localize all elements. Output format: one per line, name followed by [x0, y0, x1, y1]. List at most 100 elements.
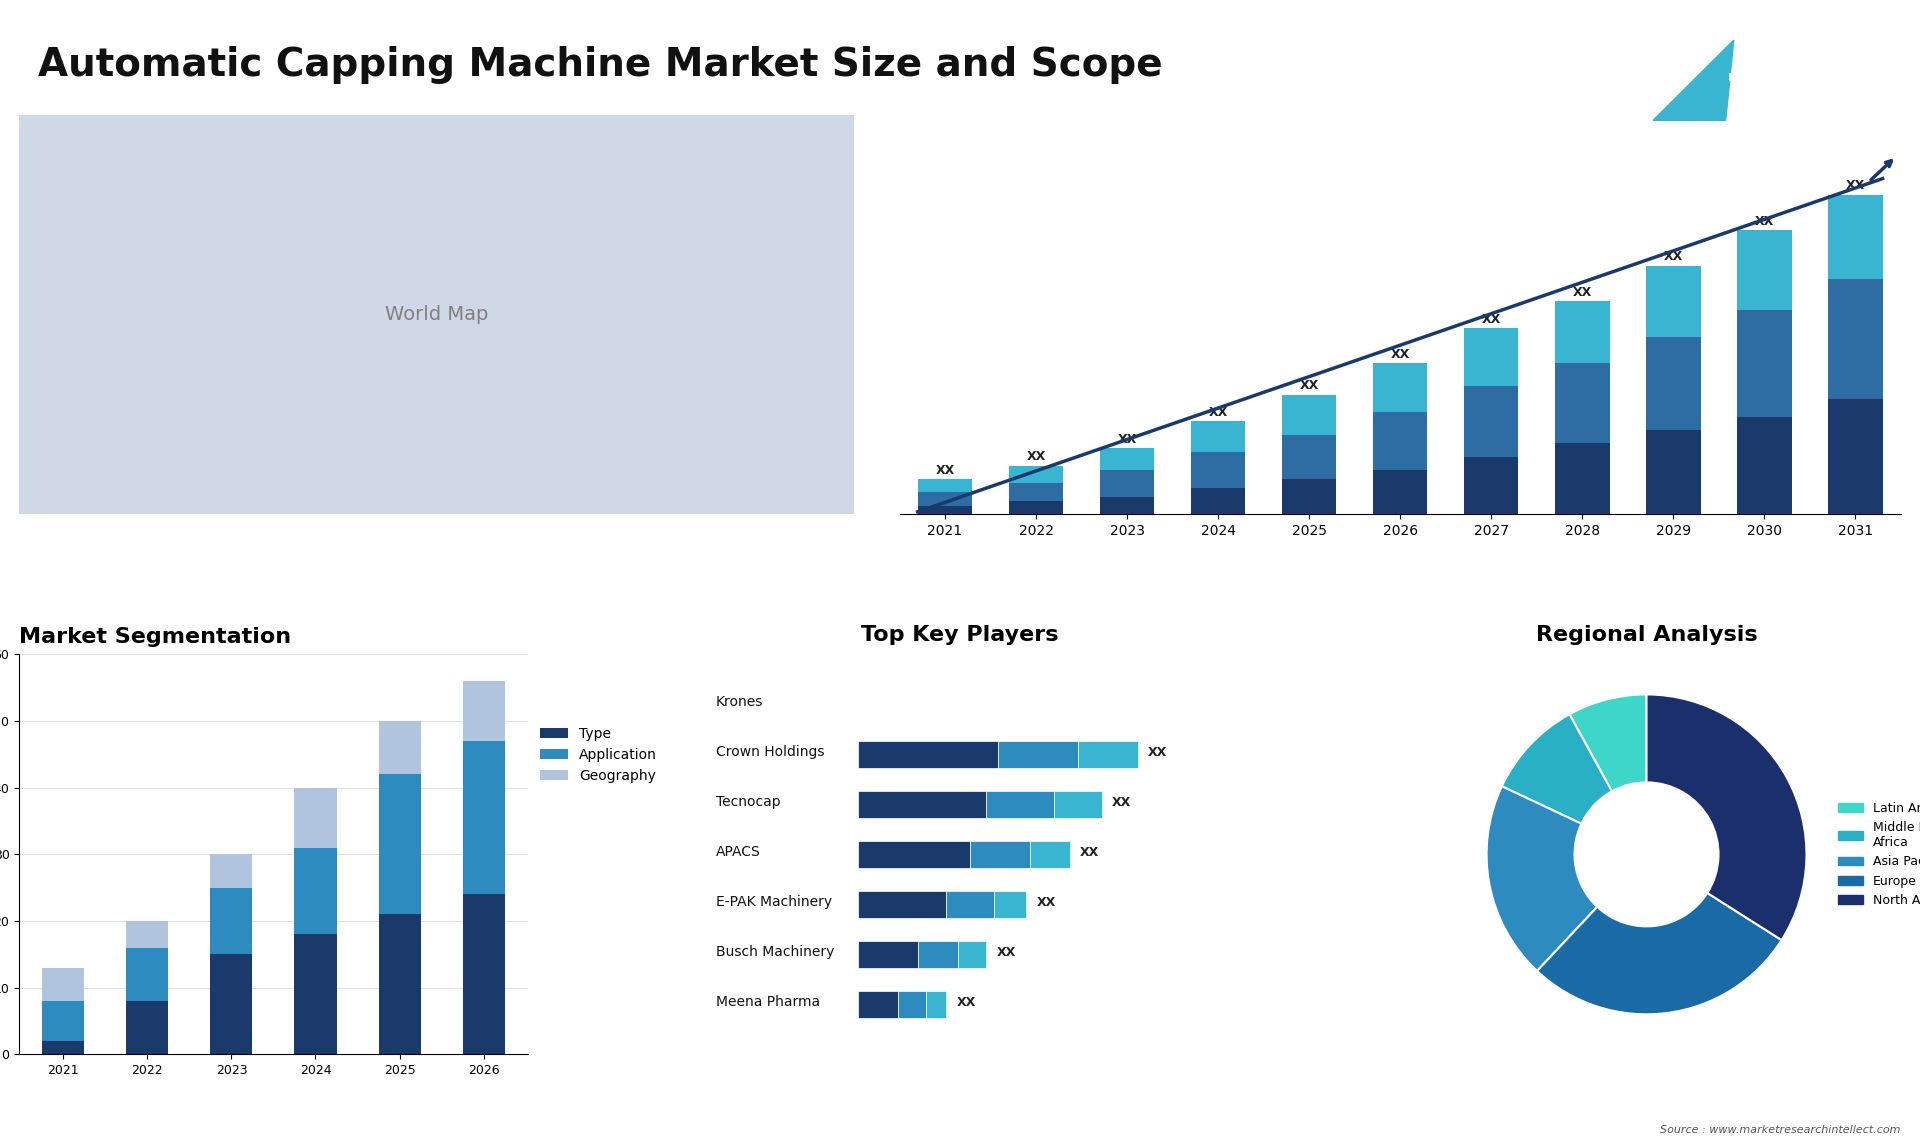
Wedge shape: [1647, 694, 1807, 940]
Bar: [1645, 266, 1701, 337]
Bar: [1100, 496, 1154, 515]
Bar: [1054, 791, 1102, 818]
Bar: [858, 791, 987, 818]
Text: XX: XX: [1845, 180, 1864, 193]
Bar: [294, 848, 336, 934]
Bar: [918, 505, 972, 515]
Bar: [463, 894, 505, 1054]
Bar: [1373, 470, 1427, 515]
Text: XX: XX: [1117, 432, 1137, 446]
Polygon shape: [1653, 40, 1734, 120]
Bar: [987, 791, 1054, 818]
Bar: [211, 955, 252, 1054]
Bar: [1463, 328, 1519, 386]
Text: Busch Machinery: Busch Machinery: [716, 945, 835, 959]
Bar: [970, 841, 1031, 869]
Text: MARKET: MARKET: [1734, 50, 1788, 60]
Text: E-PAK Machinery: E-PAK Machinery: [716, 895, 831, 910]
Bar: [998, 740, 1077, 768]
Bar: [1463, 457, 1519, 515]
Bar: [918, 479, 972, 493]
Bar: [1190, 453, 1246, 488]
Bar: [858, 740, 998, 768]
Wedge shape: [1569, 694, 1647, 791]
Bar: [1555, 444, 1609, 515]
Bar: [858, 941, 918, 968]
Bar: [378, 915, 420, 1054]
Bar: [1283, 479, 1336, 515]
Wedge shape: [1501, 714, 1613, 824]
Bar: [1645, 430, 1701, 515]
Bar: [1008, 465, 1064, 484]
Text: XX: XX: [1482, 313, 1501, 325]
Text: APACS: APACS: [716, 846, 760, 860]
Bar: [1738, 230, 1791, 311]
Text: XX: XX: [956, 996, 975, 1008]
Text: XX: XX: [1390, 348, 1409, 361]
Bar: [858, 890, 947, 918]
Bar: [1738, 311, 1791, 417]
Text: INTELLECT: INTELLECT: [1728, 96, 1793, 105]
Bar: [1373, 413, 1427, 470]
Text: XX: XX: [1663, 251, 1682, 264]
Bar: [1190, 488, 1246, 515]
Bar: [918, 941, 958, 968]
Bar: [127, 921, 169, 948]
Text: Source : www.marketresearchintellect.com: Source : www.marketresearchintellect.com: [1661, 1124, 1901, 1135]
Text: XX: XX: [1027, 450, 1046, 463]
Bar: [925, 990, 947, 1018]
Bar: [1100, 470, 1154, 496]
Bar: [1031, 841, 1069, 869]
Text: RESEARCH: RESEARCH: [1728, 73, 1793, 83]
Bar: [1645, 337, 1701, 430]
Bar: [42, 1041, 84, 1054]
Bar: [1100, 448, 1154, 470]
Title: Top Key Players: Top Key Players: [862, 625, 1058, 644]
Text: XX: XX: [1148, 746, 1167, 759]
Text: Crown Holdings: Crown Holdings: [716, 745, 824, 760]
Bar: [42, 967, 84, 1000]
Text: XX: XX: [1208, 406, 1227, 419]
Bar: [1555, 301, 1609, 363]
Text: Tecnocap: Tecnocap: [716, 795, 781, 809]
Bar: [211, 888, 252, 955]
Bar: [463, 681, 505, 741]
Text: Krones: Krones: [716, 696, 764, 709]
Bar: [958, 941, 987, 968]
Text: Meena Pharma: Meena Pharma: [716, 996, 820, 1010]
Bar: [1828, 195, 1884, 278]
Bar: [1738, 417, 1791, 515]
Bar: [899, 990, 925, 1018]
Bar: [1828, 399, 1884, 515]
Text: World Map: World Map: [384, 305, 488, 324]
Bar: [858, 841, 970, 869]
Wedge shape: [1486, 786, 1597, 971]
Bar: [1828, 278, 1884, 399]
Bar: [378, 721, 420, 775]
Bar: [1373, 363, 1427, 413]
Bar: [42, 1000, 84, 1041]
Text: XX: XX: [1572, 286, 1592, 299]
Bar: [858, 990, 899, 1018]
Bar: [378, 775, 420, 915]
Title: Regional Analysis: Regional Analysis: [1536, 625, 1757, 644]
Bar: [294, 934, 336, 1054]
Bar: [1190, 422, 1246, 453]
Text: XX: XX: [1037, 896, 1056, 909]
Bar: [127, 1000, 169, 1054]
Bar: [1077, 740, 1139, 768]
Bar: [1283, 394, 1336, 434]
Text: XX: XX: [996, 945, 1016, 959]
Bar: [1008, 484, 1064, 501]
Bar: [294, 787, 336, 848]
Bar: [463, 741, 505, 894]
Text: XX: XX: [1755, 215, 1774, 228]
Legend: Latin America, Middle East &
Africa, Asia Pacific, Europe, North America: Latin America, Middle East & Africa, Asi…: [1834, 796, 1920, 912]
Bar: [1463, 386, 1519, 457]
Text: XX: XX: [1300, 379, 1319, 392]
Text: Automatic Capping Machine Market Size and Scope: Automatic Capping Machine Market Size an…: [38, 46, 1164, 84]
Bar: [127, 948, 169, 1000]
Bar: [1555, 363, 1609, 444]
Wedge shape: [1538, 893, 1782, 1014]
Bar: [947, 890, 995, 918]
